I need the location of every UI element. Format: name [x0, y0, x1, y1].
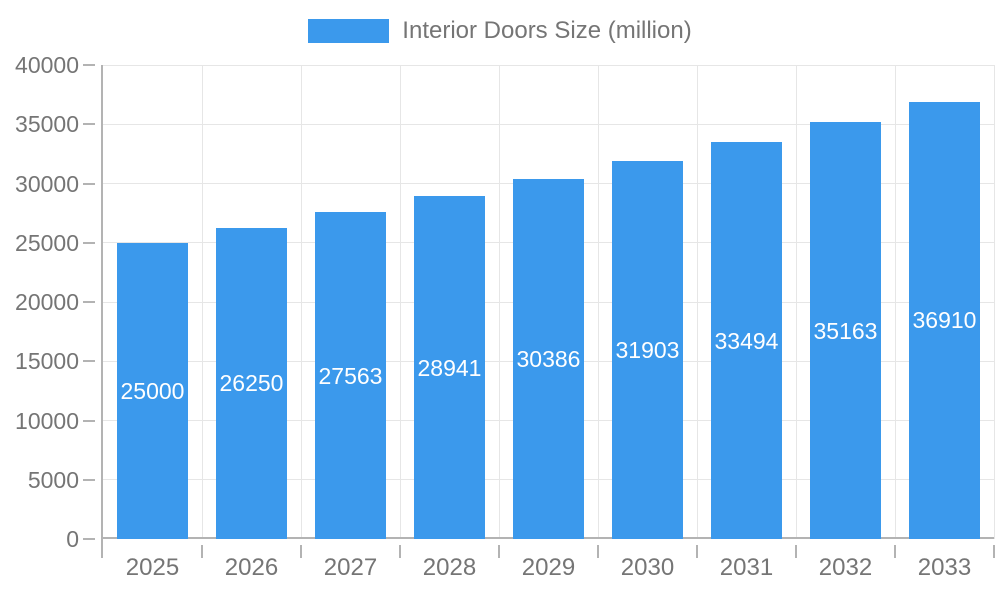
x-gridline [498, 65, 500, 539]
bar-2027[interactable] [315, 212, 386, 539]
x-axis-tick [399, 545, 401, 558]
y-axis-tick [83, 478, 95, 481]
x-axis-tick [696, 545, 698, 558]
bar-2026[interactable] [216, 227, 287, 539]
y-axis-tick [83, 301, 95, 303]
x-gridline [300, 65, 302, 539]
y-axis-label: 5000 [27, 466, 79, 493]
x-axis-tick [894, 545, 896, 558]
x-gridline [795, 65, 797, 539]
x-gridline [993, 65, 995, 539]
y-axis-label: 25000 [15, 229, 79, 256]
bar-value-label: 31903 [615, 336, 680, 363]
x-axis-label: 2030 [620, 554, 675, 581]
y-gridline [103, 123, 994, 125]
y-axis-tick [83, 241, 95, 244]
y-axis-label: 35000 [15, 111, 79, 138]
x-axis-tick [993, 545, 995, 558]
y-axis-label: 20000 [15, 289, 79, 315]
x-axis-label: 2031 [719, 554, 774, 581]
bar-value-label: 27563 [318, 362, 383, 389]
x-axis-tick [795, 545, 797, 558]
x-axis-tick [300, 545, 302, 558]
x-gridline [201, 65, 203, 539]
x-axis-label: 2033 [917, 554, 972, 581]
legend-label: Interior Doors Size (million) [402, 17, 692, 44]
y-axis-label: 40000 [15, 52, 79, 78]
x-axis-label: 2029 [521, 554, 576, 581]
x-gridline [696, 65, 698, 539]
bar-2029[interactable] [513, 178, 584, 539]
y-axis-tick [83, 538, 95, 540]
x-gridline [597, 65, 599, 539]
x-axis-label: 2025 [125, 554, 180, 581]
x-axis-tick [597, 545, 599, 558]
bar-value-label: 28941 [417, 354, 482, 381]
bar-value-label: 35163 [813, 317, 878, 344]
bar-2033[interactable] [909, 101, 980, 539]
x-gridline [399, 65, 401, 539]
x-axis-label: 2027 [323, 554, 378, 581]
y-axis-label: 0 [66, 526, 79, 552]
bar-2028[interactable] [414, 196, 485, 539]
y-axis-label: 10000 [15, 407, 79, 434]
x-gridline [894, 65, 896, 539]
y-axis-label: 15000 [15, 348, 79, 375]
bar-value-label: 30386 [516, 345, 581, 372]
bar-2030[interactable] [612, 160, 683, 539]
bar-2031[interactable] [711, 142, 782, 539]
x-axis-tick [498, 545, 500, 558]
y-axis-tick [83, 64, 95, 66]
x-axis-label: 2026 [224, 554, 279, 581]
y-axis-tick [83, 419, 95, 422]
y-axis-tick [83, 360, 95, 363]
bar-value-label: 26250 [219, 370, 284, 397]
x-axis-label: 2032 [818, 554, 873, 581]
x-axis-tick [201, 545, 203, 558]
y-axis-tick [83, 182, 95, 185]
bar-2032[interactable] [810, 122, 881, 539]
bar-2025[interactable] [117, 242, 188, 539]
legend-swatch [308, 19, 390, 43]
bar-value-label: 36910 [912, 307, 977, 334]
y-gridline [103, 64, 994, 66]
plot-area: 0 5000 10000 15000 20000 25000 30000 35000 40000… [15, 52, 995, 581]
y-axis-tick [83, 123, 95, 126]
bar-value-label: 33494 [714, 327, 779, 354]
y-axis-label: 30000 [15, 170, 79, 197]
x-axis-label: 2028 [422, 554, 477, 581]
y-axis-line [101, 65, 103, 558]
bar-value-label: 25000 [120, 377, 185, 404]
legend[interactable]: Interior Doors Size (million) [0, 19, 1000, 43]
